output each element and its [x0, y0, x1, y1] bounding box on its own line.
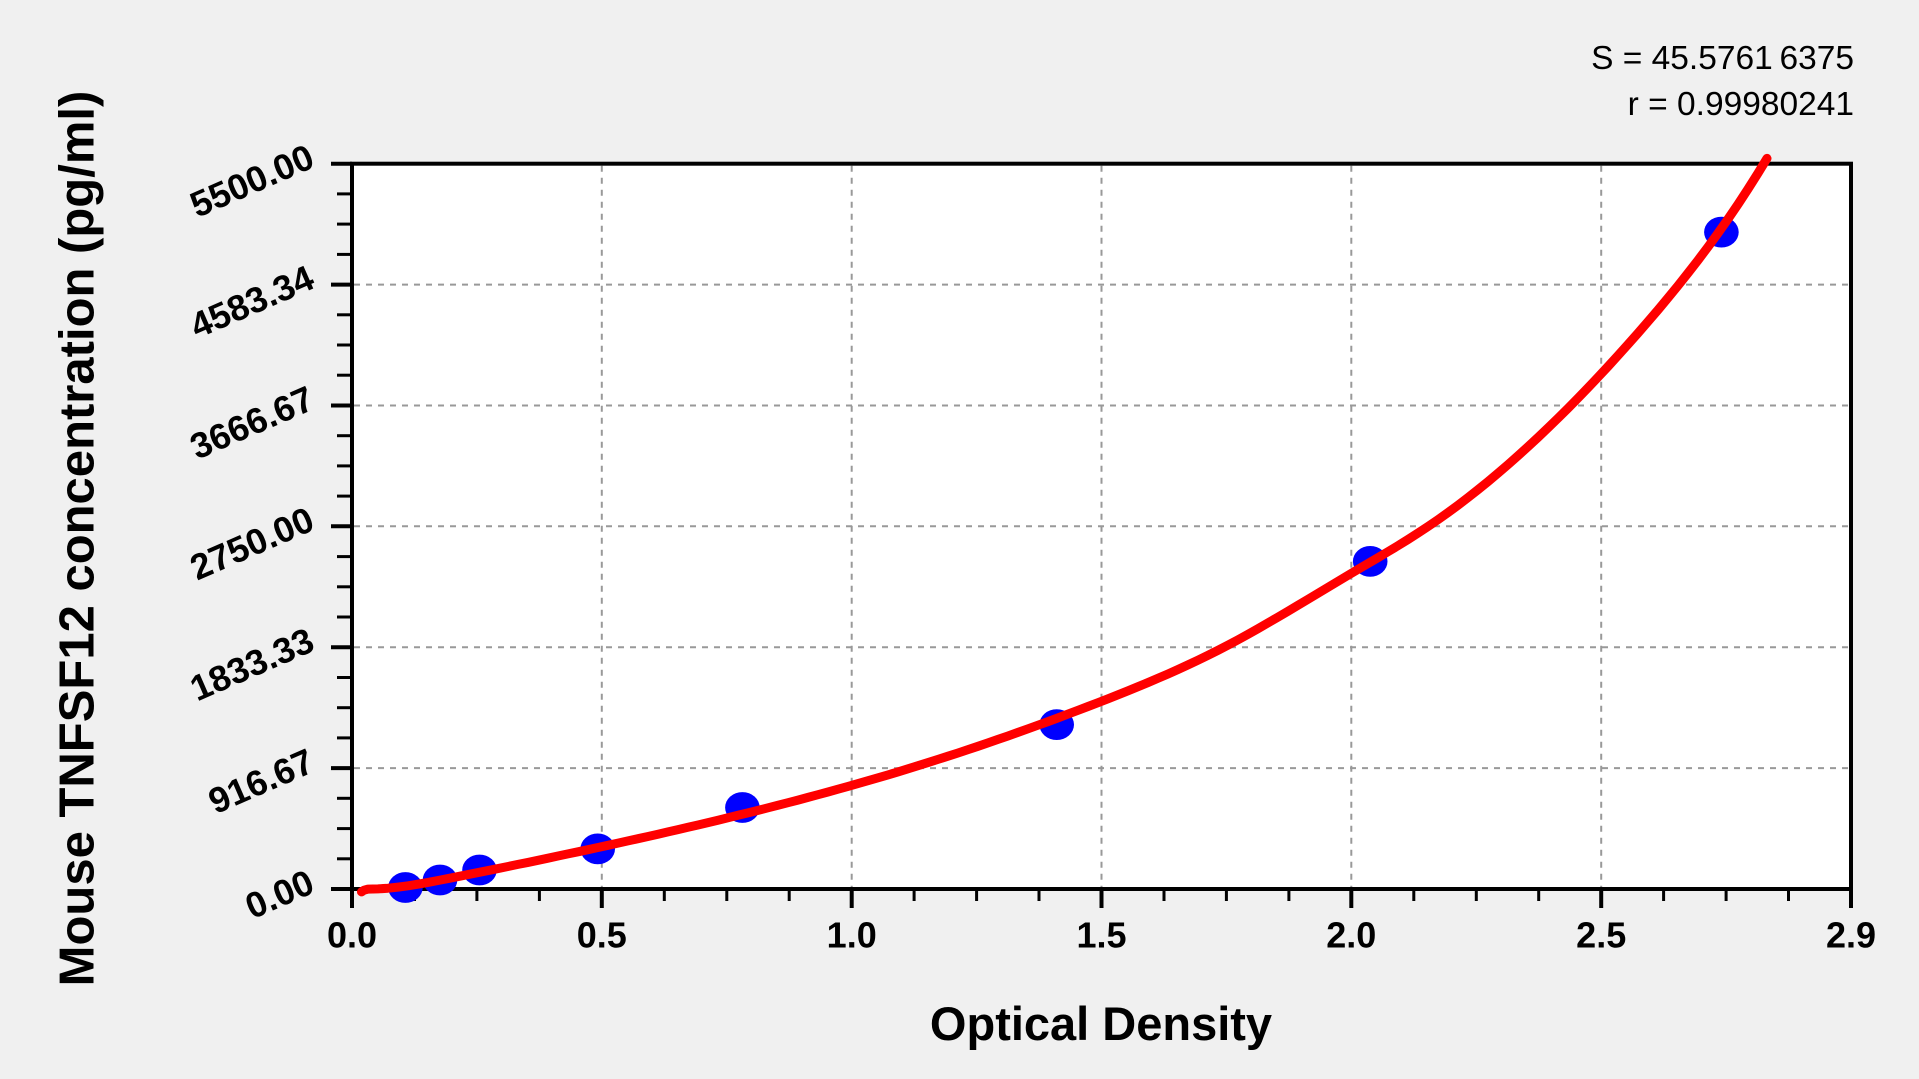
svg-text:1.0: 1.0 — [827, 915, 877, 956]
svg-text:1.5: 1.5 — [1076, 915, 1126, 956]
svg-text:2.5: 2.5 — [1576, 915, 1626, 956]
svg-text:0.0: 0.0 — [327, 915, 377, 956]
svg-text:2.0: 2.0 — [1326, 915, 1376, 956]
svg-text:3666.67: 3666.67 — [184, 378, 320, 467]
svg-text:0.00: 0.00 — [239, 861, 320, 927]
svg-text:1833.33: 1833.33 — [184, 619, 320, 708]
svg-text:2.9: 2.9 — [1826, 915, 1876, 956]
svg-text:Mouse TNFSF12 concentration (p: Mouse TNFSF12 concentration (pg/ml) — [51, 91, 105, 987]
svg-text:916.67: 916.67 — [202, 740, 319, 822]
svg-text:Optical Density: Optical Density — [930, 997, 1272, 1050]
svg-text:5500.00: 5500.00 — [184, 136, 320, 225]
svg-text:r = 0.99980241: r = 0.99980241 — [1628, 86, 1854, 123]
svg-text:S = 45.5761 6375: S = 45.5761 6375 — [1591, 40, 1854, 77]
svg-text:4583.34: 4583.34 — [184, 257, 320, 346]
svg-text:0.5: 0.5 — [577, 915, 627, 956]
svg-text:2750.00: 2750.00 — [184, 499, 320, 588]
